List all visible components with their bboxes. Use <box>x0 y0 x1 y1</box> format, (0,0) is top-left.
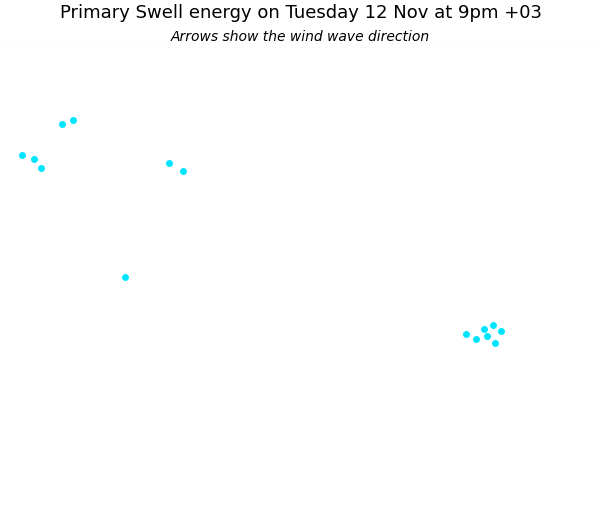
Text: Arrows show the wind wave direction: Arrows show the wind wave direction <box>171 30 430 44</box>
Text: Primary Swell energy on Tuesday 12 Nov at 9pm +03: Primary Swell energy on Tuesday 12 Nov a… <box>59 5 542 22</box>
